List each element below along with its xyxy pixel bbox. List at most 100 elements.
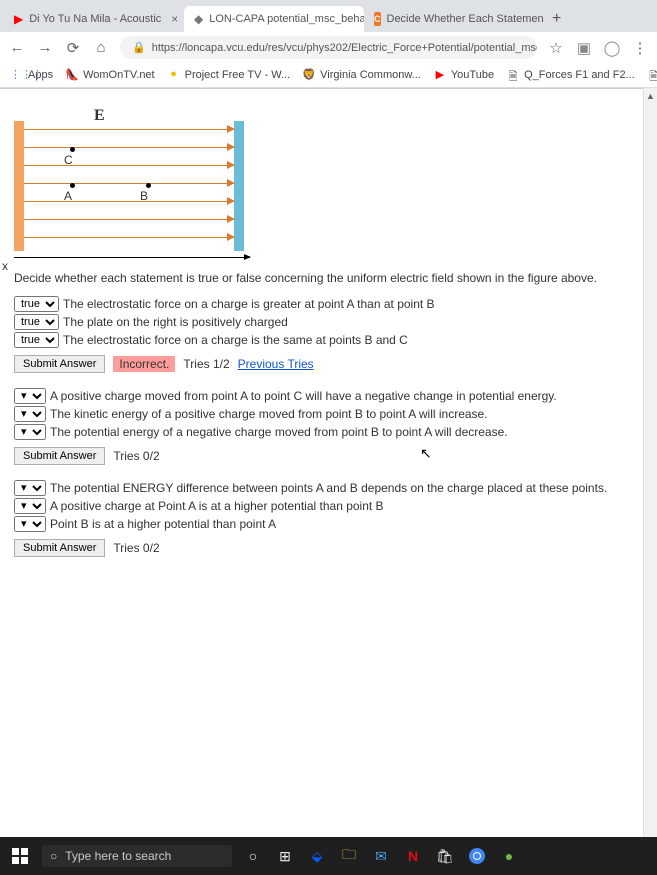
bookmark-youtube[interactable]: ▶YouTube (433, 68, 494, 82)
chrome-icon[interactable] (464, 843, 490, 869)
statement-text: A positive charge at Point A is at a hig… (50, 499, 384, 513)
q1-row-0: true The electrostatic force on a charge… (14, 295, 643, 313)
mail-icon[interactable]: ✉ (368, 843, 394, 869)
lock-icon: 🔒 (132, 41, 146, 54)
tab-youtube[interactable]: ▶ Di Yo Tu Na Mila - Acoustic × (4, 6, 184, 32)
bookmark-ana[interactable]: 🗎Ana Montgomery F... (647, 68, 657, 82)
taskview-icon[interactable]: ⊞ (272, 843, 298, 869)
point-b-dot (146, 183, 151, 188)
start-button[interactable] (6, 842, 34, 870)
field-diagram: E A B C x (14, 107, 274, 257)
bookmark-apps[interactable]: ⋮⋮⋮Apps (10, 68, 53, 82)
incorrect-badge: Incorrect. (113, 356, 175, 372)
profile-icon[interactable]: ◯ (603, 39, 621, 57)
star-icon[interactable]: ☆ (547, 39, 565, 57)
tab-chegg[interactable]: C Decide Whether Each Statemen... × (364, 6, 544, 32)
tab-title: Di Yo Tu Na Mila - Acoustic (29, 13, 161, 25)
tab-title: Decide Whether Each Statemen... (387, 13, 545, 25)
chegg-icon: C (374, 12, 381, 26)
close-icon[interactable]: × (171, 12, 178, 26)
question1-block: true The electrostatic force on a charge… (14, 295, 643, 349)
bookmark-forces[interactable]: 🗎Q_Forces F1 and F2... (506, 68, 635, 82)
utorrent-icon[interactable]: ● (496, 843, 522, 869)
scrollbar[interactable]: ▲ (643, 88, 657, 837)
scroll-up-icon[interactable]: ▲ (644, 88, 657, 104)
submit-button[interactable]: Submit Answer (14, 355, 105, 373)
cortana-icon[interactable]: ○ (240, 843, 266, 869)
statement-text: The plate on the right is positively cha… (63, 315, 288, 329)
tf-select[interactable]: ▾ (14, 388, 46, 404)
tf-select[interactable]: ▾ (14, 516, 46, 532)
field-line (24, 237, 234, 238)
taskbar-icons: ○ ⊞ ⬙ 🗀 ✉ N 🛍 ● (240, 843, 522, 869)
url-input[interactable]: 🔒 https://loncapa.vcu.edu/res/vcu/phys20… (120, 36, 537, 59)
dropbox-icon[interactable]: ⬙ (304, 843, 330, 869)
cursor-icon: ↖ (420, 445, 432, 462)
tf-select[interactable]: ▾ (14, 406, 46, 422)
vector-e-label: E (94, 107, 105, 125)
menu-icon[interactable]: ⋮ (631, 39, 649, 57)
field-line (24, 219, 234, 220)
tf-select[interactable]: ▾ (14, 480, 46, 496)
tab-bar: ▶ Di Yo Tu Na Mila - Acoustic × ◆ LON-CA… (0, 0, 657, 32)
point-b-label: B (140, 189, 148, 203)
statement-text: The electrostatic force on a charge is t… (63, 333, 408, 347)
store-icon[interactable]: 🛍 (432, 843, 458, 869)
q2-row-2: ▾ The potential energy of a negative cha… (14, 423, 643, 441)
reload-button[interactable]: ⟳ (64, 39, 82, 57)
bookmark-vcu[interactable]: 🦁Virginia Commonw... (302, 68, 421, 82)
left-plate (14, 121, 24, 251)
bookmarks-bar: ⋮⋮⋮Apps 👠WomOnTV.net ●Project Free TV - … (0, 63, 657, 88)
point-a-dot (70, 183, 75, 188)
statement-text: The kinetic energy of a positive charge … (50, 407, 488, 421)
submit-button[interactable]: Submit Answer (14, 447, 105, 465)
tries-text: Tries 0/2 (113, 541, 159, 555)
tf-select[interactable]: true (14, 296, 59, 312)
q3-submit-row: Submit Answer Tries 0/2 (14, 539, 643, 557)
extension-icon[interactable]: ▣ (575, 39, 593, 57)
home-button[interactable]: ⌂ (92, 39, 110, 56)
tf-select[interactable]: true (14, 314, 59, 330)
bookmark-womontv[interactable]: 👠WomOnTV.net (65, 68, 155, 82)
taskbar: ○ Type here to search ○ ⊞ ⬙ 🗀 ✉ N 🛍 ● (0, 837, 657, 875)
tf-select[interactable]: true (14, 332, 59, 348)
point-a-label: A (64, 189, 72, 203)
field-line (24, 165, 234, 166)
point-c-label: C (64, 153, 73, 167)
q2-submit-row: Submit Answer Tries 0/2 (14, 447, 643, 465)
new-tab-button[interactable]: + (544, 6, 569, 32)
fileexplorer-icon[interactable]: 🗀 (336, 843, 362, 869)
x-axis-label: x (2, 259, 8, 273)
field-line (24, 129, 234, 130)
search-placeholder: Type here to search (65, 849, 171, 863)
q3-row-2: ▾ Point B is at a higher potential than … (14, 515, 643, 533)
q1-row-2: true The electrostatic force on a charge… (14, 331, 643, 349)
q3-row-0: ▾ The potential ENERGY difference betwee… (14, 479, 643, 497)
field-line (24, 147, 234, 148)
loncapa-icon: ◆ (194, 12, 203, 26)
tries-text: Tries 0/2 (113, 449, 159, 463)
statement-text: The potential ENERGY difference between … (50, 481, 607, 495)
search-icon: ○ (50, 849, 57, 863)
x-axis (14, 257, 250, 258)
back-button[interactable]: ← (8, 39, 26, 56)
question2-block: ▾ A positive charge moved from point A t… (14, 387, 643, 441)
q2-row-1: ▾ The kinetic energy of a positive charg… (14, 405, 643, 423)
tf-select[interactable]: ▾ (14, 424, 46, 440)
tab-loncapa[interactable]: ◆ LON-CAPA potential_msc_behav... × (184, 6, 364, 32)
submit-button[interactable]: Submit Answer (14, 539, 105, 557)
taskbar-search[interactable]: ○ Type here to search (42, 845, 232, 867)
field-line (24, 201, 234, 202)
field-line (24, 183, 234, 184)
tab-title: LON-CAPA potential_msc_behav... (209, 13, 364, 25)
statement-text: Point B is at a higher potential than po… (50, 517, 276, 531)
address-bar: ← → ⟳ ⌂ 🔒 https://loncapa.vcu.edu/res/vc… (0, 32, 657, 63)
point-c-dot (70, 147, 75, 152)
netflix-icon[interactable]: N (400, 843, 426, 869)
url-text: https://loncapa.vcu.edu/res/vcu/phys202/… (152, 42, 537, 54)
bookmark-projectfree[interactable]: ●Project Free TV - W... (167, 68, 291, 82)
q1-row-1: true The plate on the right is positivel… (14, 313, 643, 331)
forward-button[interactable]: → (36, 39, 54, 56)
previous-tries-link[interactable]: Previous Tries (238, 357, 314, 371)
tf-select[interactable]: ▾ (14, 498, 46, 514)
